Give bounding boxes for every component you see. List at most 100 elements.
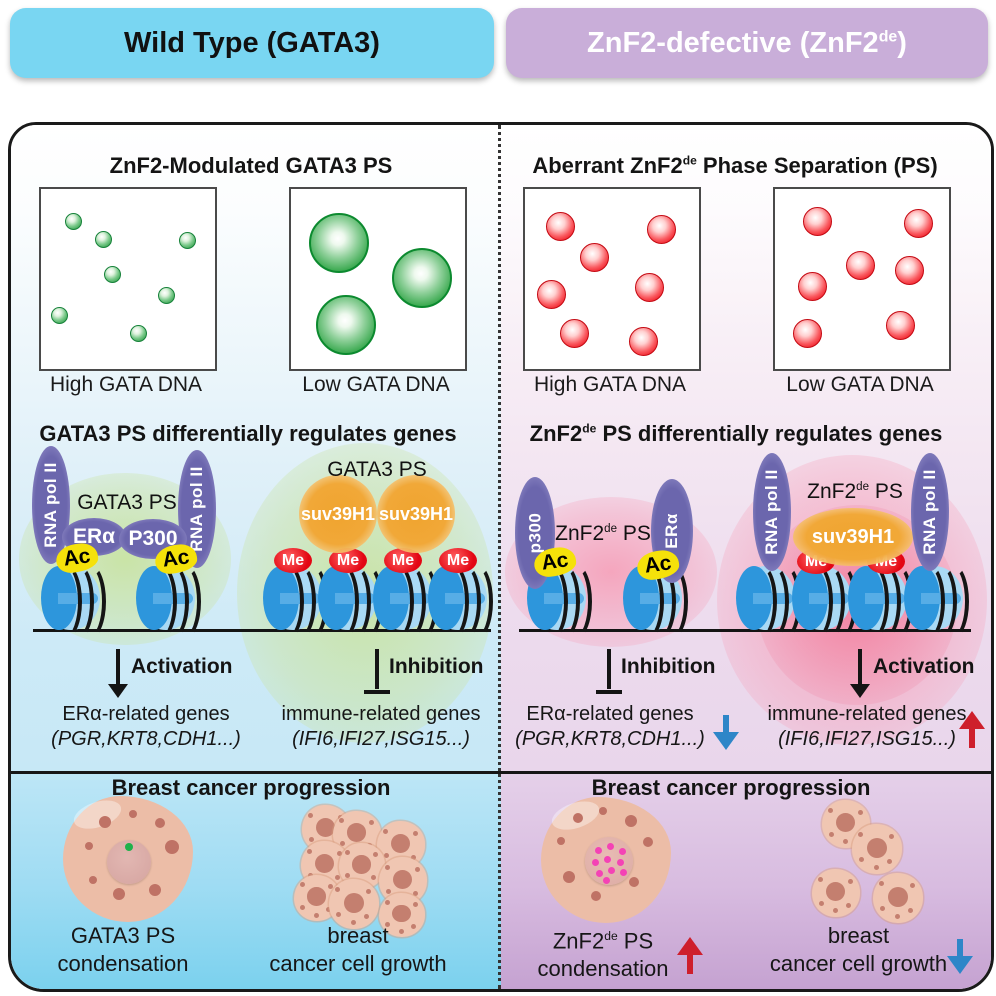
nucleosome-icon (41, 564, 106, 639)
nucleosome-icon (736, 564, 801, 639)
panel-divider (498, 125, 501, 989)
znf2de-droplet (886, 311, 915, 340)
znf2de-droplet (629, 327, 658, 356)
znf2de-droplet (546, 212, 575, 241)
inhibition-label: Inhibition (389, 655, 484, 678)
rna-pol-ii: RNA pol II (753, 453, 791, 571)
wild-type-header-label: Wild Type (GATA3) (124, 26, 380, 59)
era-related-genes-label: ERα-related genes (PGR,KRT8,CDH1...) (51, 703, 241, 750)
znf2de-droplet (647, 215, 676, 244)
wild-type-header: Wild Type (GATA3) (10, 8, 494, 78)
znf2de-droplet (635, 273, 664, 302)
znf2-defective-header: ZnF2-defective (ZnF2de) (506, 8, 988, 78)
rna-pol-ii: RNA pol II (32, 446, 70, 564)
right-progression-title: Breast cancer progression (591, 775, 871, 800)
znf2de-condensation-cell (541, 797, 671, 923)
inhibition-bar-icon (363, 649, 391, 694)
activation-label: Activation (131, 655, 233, 678)
methylation-mark: Me (274, 548, 312, 573)
znf2de-droplet (580, 243, 609, 272)
gata3-condensate (392, 248, 452, 308)
znf2de-ps-label: ZnF2de PS (807, 480, 903, 503)
dna-line (519, 629, 971, 632)
nucleosome-icon (848, 564, 913, 639)
nucleosome-icon (904, 564, 969, 639)
activation-label: Activation (873, 655, 975, 678)
gata3-droplet (51, 307, 68, 324)
suv39h1-enzyme: suv39H1 (793, 508, 913, 566)
nucleosome-icon (136, 564, 201, 639)
gata3-droplet (95, 231, 112, 248)
main-panel: ZnF2-Modulated GATA3 PS Aberrant ZnF2de … (8, 122, 994, 992)
znf2de-droplet (803, 207, 832, 236)
znf2de-droplet (560, 319, 589, 348)
znf2de-ps-label: ZnF2de PS (555, 522, 651, 545)
nucleosome-icon (792, 564, 857, 639)
nucleosome-icon (428, 564, 493, 639)
znf2de-condensate-dot (608, 867, 615, 874)
left-progression-title: Breast cancer progression (111, 775, 391, 800)
left-regulation-title: GATA3 PS differentially regulates genes (39, 421, 457, 446)
up-regulated-arrow-icon (675, 937, 705, 974)
znf2de-condensate-dot (595, 847, 602, 854)
right-regulation-title: ZnF2de PS differentially regulates genes (529, 421, 943, 446)
immune-related-genes-label: immune-related genes (IFI6,IFI27,ISG15..… (281, 703, 481, 750)
gata3-droplet (158, 287, 175, 304)
znf2de-condensate-dot (596, 870, 603, 877)
znf2de-droplet (846, 251, 875, 280)
znf2de-condensate-dot (603, 877, 610, 884)
gata3-condensate-dot (125, 843, 133, 851)
breast-cancer-cell-cluster (293, 791, 443, 943)
gata3-droplet (179, 232, 196, 249)
gata3-ps-label: GATA3 PS (327, 458, 427, 481)
right-ps-title: Aberrant ZnF2de Phase Separation (PS) (532, 153, 938, 178)
znf2de-droplet (904, 209, 933, 238)
section-separator-line (11, 771, 991, 774)
inhibition-bar-icon (595, 649, 623, 694)
high-gata-dna-label: High GATA DNA (533, 373, 687, 396)
immune-related-genes-label: immune-related genes (IFI6,IFI27,ISG15..… (767, 703, 967, 750)
era-related-genes-label: ERα-related genes (PGR,KRT8,CDH1...) (515, 703, 705, 750)
gata3-condensation-cell (63, 796, 193, 922)
low-gata-dna-label: Low GATA DNA (302, 373, 450, 396)
activation-arrow-icon (107, 649, 129, 698)
znf2de-droplet (793, 319, 822, 348)
high-gata-dna-label: High GATA DNA (49, 373, 203, 396)
gata3-condensate (309, 213, 369, 273)
znf2de-condensate-dot (620, 869, 627, 876)
nucleosome-icon (263, 564, 328, 639)
znf2de-condensate-dot (617, 859, 624, 866)
left-ps-title: ZnF2-Modulated GATA3 PS (109, 153, 393, 178)
breast-cancer-growth-label: breast cancer cell growth (269, 923, 447, 976)
gata3-condensate (316, 295, 376, 355)
reduced-cell-growth-cells (803, 785, 943, 935)
rna-pol-ii: RNA pol II (911, 453, 949, 571)
high-gata-dna-box-znf2de (523, 187, 701, 371)
gata3-ps-label: GATA3 PS (77, 491, 177, 514)
znf2de-condensate-dot (592, 859, 599, 866)
gata3-ps-condensation-label: GATA3 PS condensation (57, 923, 189, 976)
low-gata-dna-label: Low GATA DNA (786, 373, 934, 396)
znf2-defective-header-label: ZnF2-defective (ZnF2de) (587, 26, 907, 59)
up-regulated-arrow-icon (957, 711, 987, 748)
znf2de-droplet (895, 256, 924, 285)
breast-cancer-growth-label: breast cancer cell growth (769, 923, 948, 976)
znf2de-ps-condensation-label: ZnF2de PS condensation (537, 928, 669, 982)
znf2de-droplet (537, 280, 566, 309)
znf2de-condensate-dot (604, 856, 611, 863)
methylation-mark: Me (439, 548, 477, 573)
inhibition-label: Inhibition (621, 655, 716, 678)
nucleosome-icon (318, 564, 383, 639)
down-regulated-arrow-icon (711, 715, 741, 750)
gata3-droplet (130, 325, 147, 342)
activation-arrow-icon (849, 649, 871, 698)
dna-line (33, 629, 491, 632)
suv39h1-enzyme: suv39H1 (377, 475, 455, 553)
low-gata-dna-box-wildtype (289, 187, 467, 371)
gata3-droplet (104, 266, 121, 283)
suv39h1-enzyme: suv39H1 (299, 475, 377, 553)
low-gata-dna-box-znf2de (773, 187, 951, 371)
znf2de-condensate-dot (607, 843, 614, 850)
nucleosome-icon (373, 564, 438, 639)
